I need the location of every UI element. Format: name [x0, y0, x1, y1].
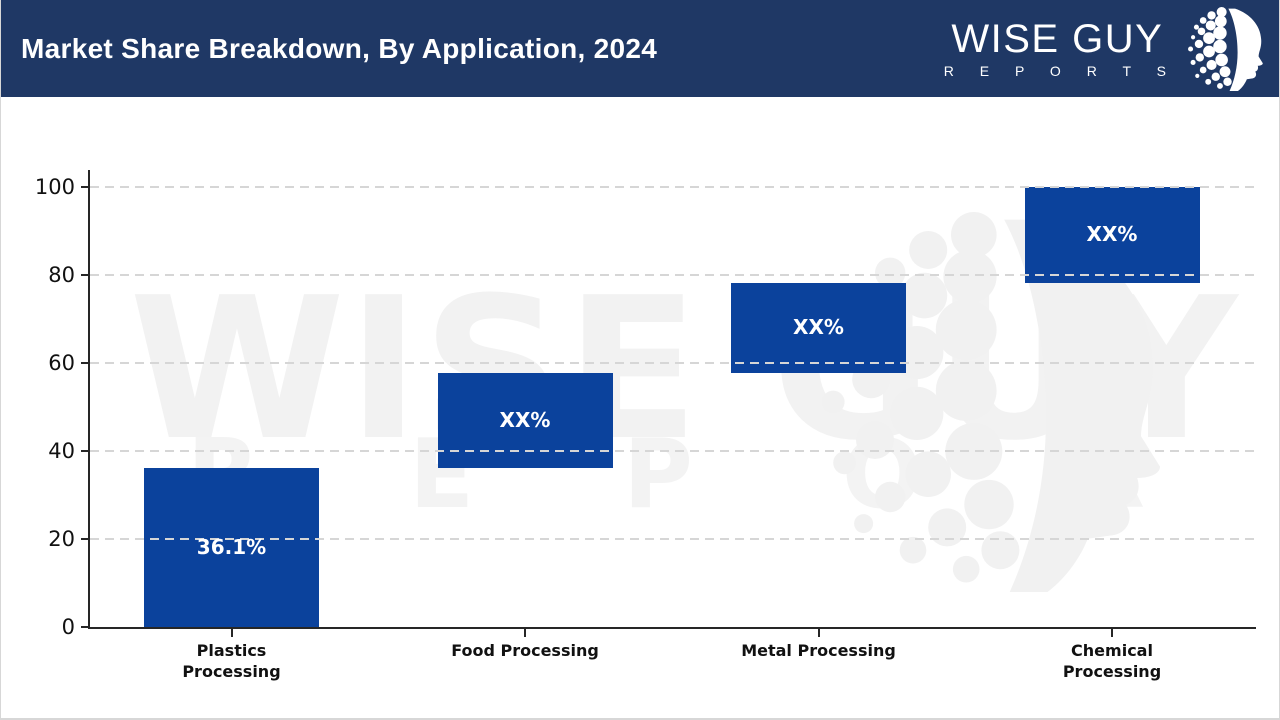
y-tick-mark: [81, 274, 88, 276]
x-tick-mark: [230, 629, 233, 637]
y-tick-mark: [81, 538, 88, 540]
gridline: [90, 274, 1255, 276]
x-tick-mark: [1111, 629, 1113, 637]
bar: [144, 468, 319, 627]
chart-title: Market Share Breakdown, By Application, …: [21, 32, 658, 64]
x-tick-label: Chemical Processing: [1062, 641, 1162, 681]
gridline: [90, 450, 1255, 452]
brand-face-logo-icon: [1188, 6, 1263, 91]
gridline: [90, 186, 1255, 188]
y-tick-mark: [81, 362, 88, 364]
y-axis-line: [88, 170, 90, 629]
y-tick-label: 40: [48, 439, 75, 463]
brand-logo-text: WISE GUY R E P O R T S: [938, 19, 1177, 79]
y-tick-mark: [81, 626, 88, 628]
x-axis-line: [88, 627, 1256, 629]
bar: [731, 282, 906, 374]
y-tick-mark: [81, 450, 88, 452]
gridline: [90, 362, 1255, 364]
bar: [437, 373, 613, 469]
x-tick-mark: [817, 629, 820, 637]
x-tick-mark: [524, 629, 526, 637]
bar: [1024, 187, 1200, 283]
y-tick-label: 80: [48, 263, 75, 287]
y-tick-label: 100: [34, 175, 75, 199]
x-tick-label: Plastics Processing: [182, 641, 281, 681]
y-tick-label: 20: [48, 527, 75, 551]
bar-value-label: XX%: [793, 315, 844, 340]
bar-value-label: 36.1%: [196, 534, 267, 559]
y-tick-label: 60: [48, 351, 75, 375]
brand-name: WISE GUY: [951, 16, 1164, 61]
header-banner: Market Share Breakdown, By Application, …: [1, 0, 1279, 97]
brand-logo: WISE GUY R E P O R T S: [938, 6, 1267, 91]
brand-subname: R E P O R T S: [943, 62, 1177, 79]
x-tick-label: Metal Processing: [741, 641, 896, 660]
bar-value-label: XX%: [1086, 221, 1138, 246]
x-tick-label: Food Processing: [451, 641, 599, 660]
y-tick-mark: [81, 186, 88, 188]
y-tick-label: 0: [61, 615, 75, 639]
bar-value-label: XX%: [499, 407, 551, 432]
gridline: [90, 538, 1255, 540]
